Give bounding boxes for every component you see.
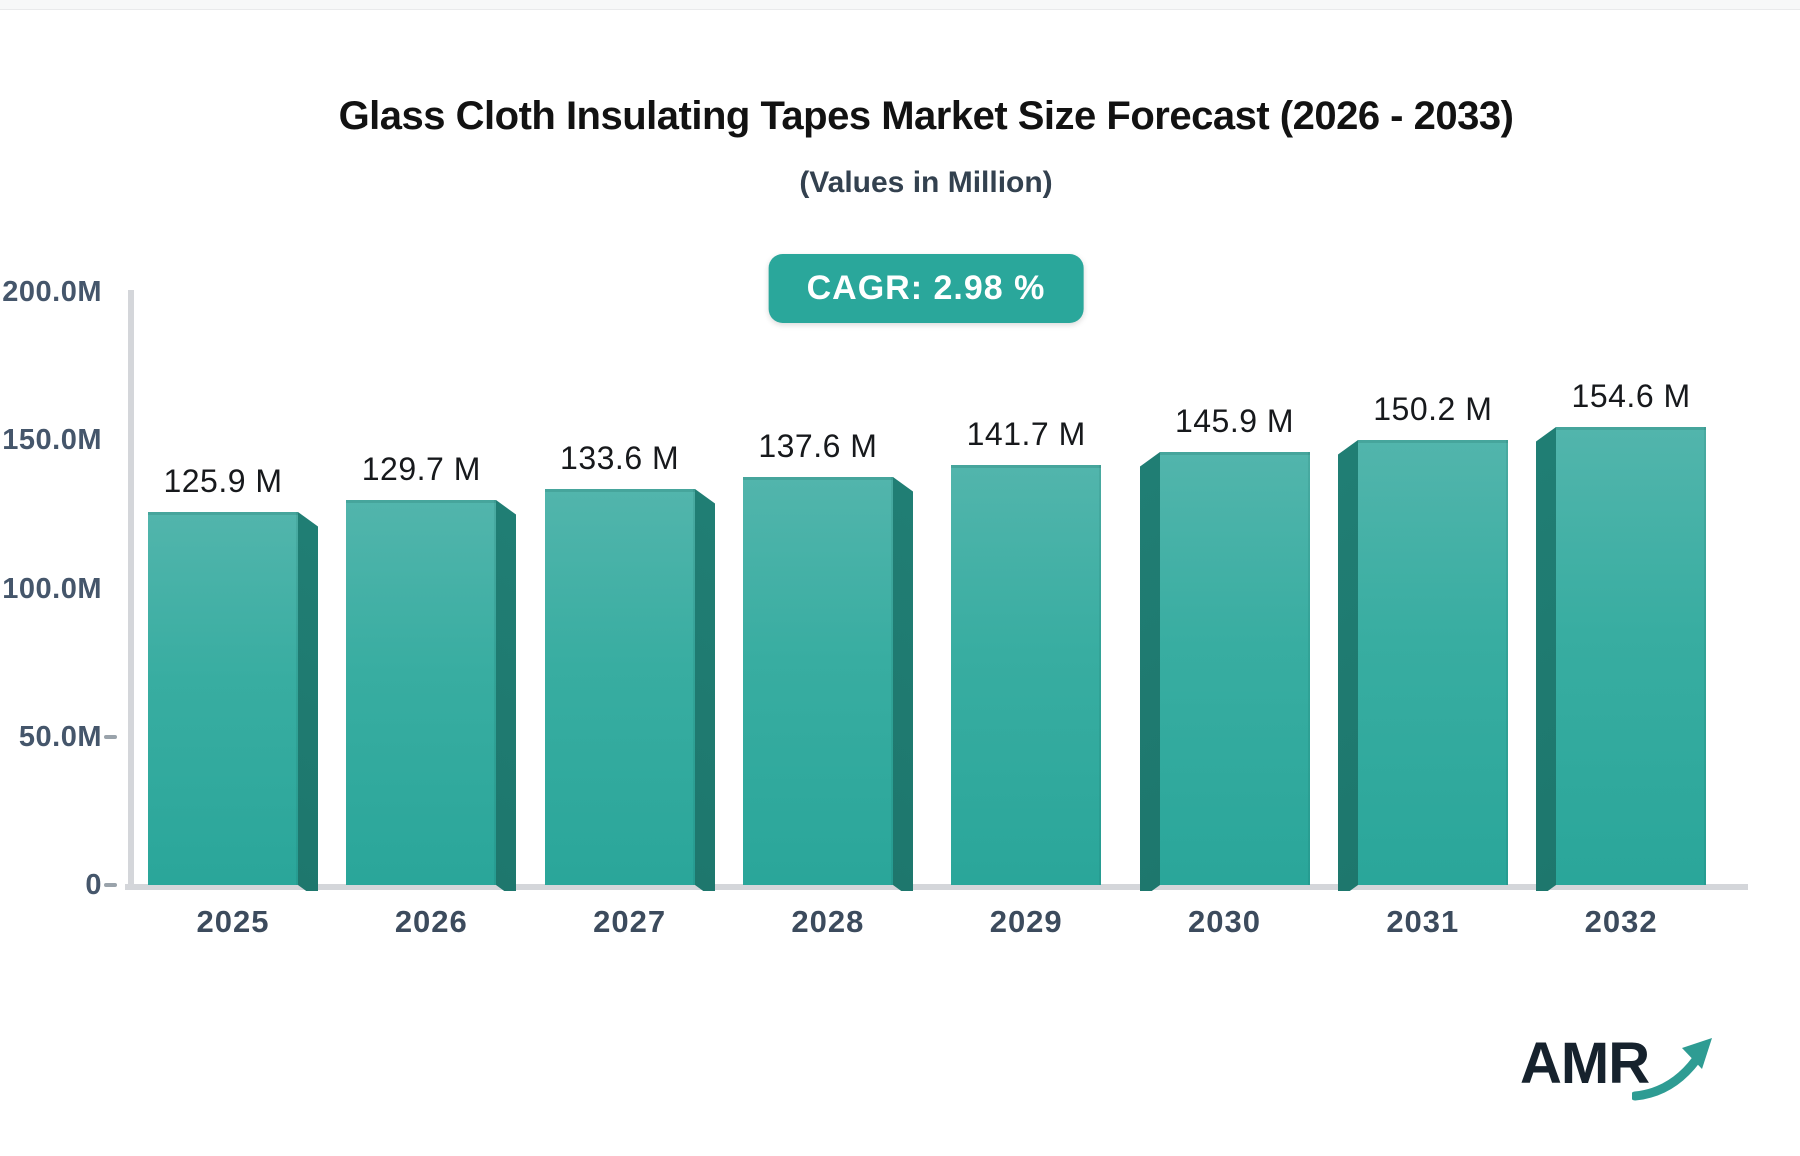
bar-2032	[1556, 426, 1707, 885]
bar-value-label: 125.9 M	[163, 462, 283, 499]
amr-logo: AMR	[1520, 1030, 1720, 1110]
bar-side-face-clip	[496, 500, 517, 891]
bar-value-label: 137.6 M	[758, 428, 878, 465]
bar-2031	[1357, 439, 1508, 885]
x-tick-label: 2027	[593, 904, 667, 939]
y-tick-mark	[104, 883, 117, 887]
y-tick-label: 150.0M	[2, 424, 102, 457]
x-tick-label: 2025	[196, 904, 270, 939]
bar-side-face-clip	[298, 511, 318, 891]
bar-side-face-clip	[1337, 439, 1358, 891]
bar-side-face	[892, 477, 913, 891]
bar-side-face-clip	[892, 477, 913, 891]
y-tick-label: 50.0M	[18, 720, 102, 753]
bar-side-face	[694, 488, 715, 891]
bar-side-face	[496, 500, 517, 891]
x-tick-label: 2030	[1188, 904, 1261, 939]
bar-side-face-clip	[694, 488, 715, 891]
bar-value-label: 141.7 M	[966, 415, 1086, 452]
bar-value-label: 133.6 M	[560, 439, 680, 476]
bar-side-face-clip	[1536, 426, 1557, 891]
amr-logo-text: AMR	[1520, 1031, 1650, 1096]
bar-2027	[544, 488, 695, 885]
bar-value-label: 154.6 M	[1571, 377, 1691, 414]
bar-side-face	[1337, 439, 1358, 891]
top-edge-strip	[0, 0, 1800, 10]
x-tick-label: 2029	[989, 904, 1063, 939]
x-tick-label: 2032	[1584, 904, 1658, 939]
bar-side-face	[1536, 426, 1557, 891]
bar-2030	[1159, 452, 1310, 885]
bar-2029	[951, 464, 1102, 885]
bar-side-face	[298, 511, 318, 891]
bar-2026	[346, 500, 497, 885]
y-tick-mark	[104, 734, 117, 739]
bar-side-face	[1139, 452, 1160, 891]
chart-subtitle: (Values in Million)	[799, 166, 1053, 199]
bar-value-label: 150.2 M	[1373, 390, 1493, 427]
y-tick-label: 100.0M	[2, 572, 102, 605]
x-tick-label: 2026	[394, 904, 468, 939]
bar-value-label: 129.7 M	[361, 451, 481, 488]
chart-title: Glass Cloth Insulating Tapes Market Size…	[338, 94, 1514, 138]
y-axis-line	[128, 290, 134, 890]
x-axis-line	[125, 884, 1748, 890]
y-tick-label: 0	[85, 869, 102, 901]
x-tick-label: 2031	[1386, 904, 1460, 939]
x-tick-label: 2028	[791, 904, 865, 939]
growth-arrow-icon	[1632, 1038, 1712, 1101]
bar-side-face-clip	[1139, 452, 1160, 891]
cagr-badge: CAGR: 2.98 %	[768, 254, 1084, 323]
bar-2025	[148, 511, 298, 885]
y-tick-label: 200.0M	[2, 276, 102, 308]
bar-value-label: 145.9 M	[1174, 403, 1295, 440]
bar-2028	[742, 477, 893, 885]
